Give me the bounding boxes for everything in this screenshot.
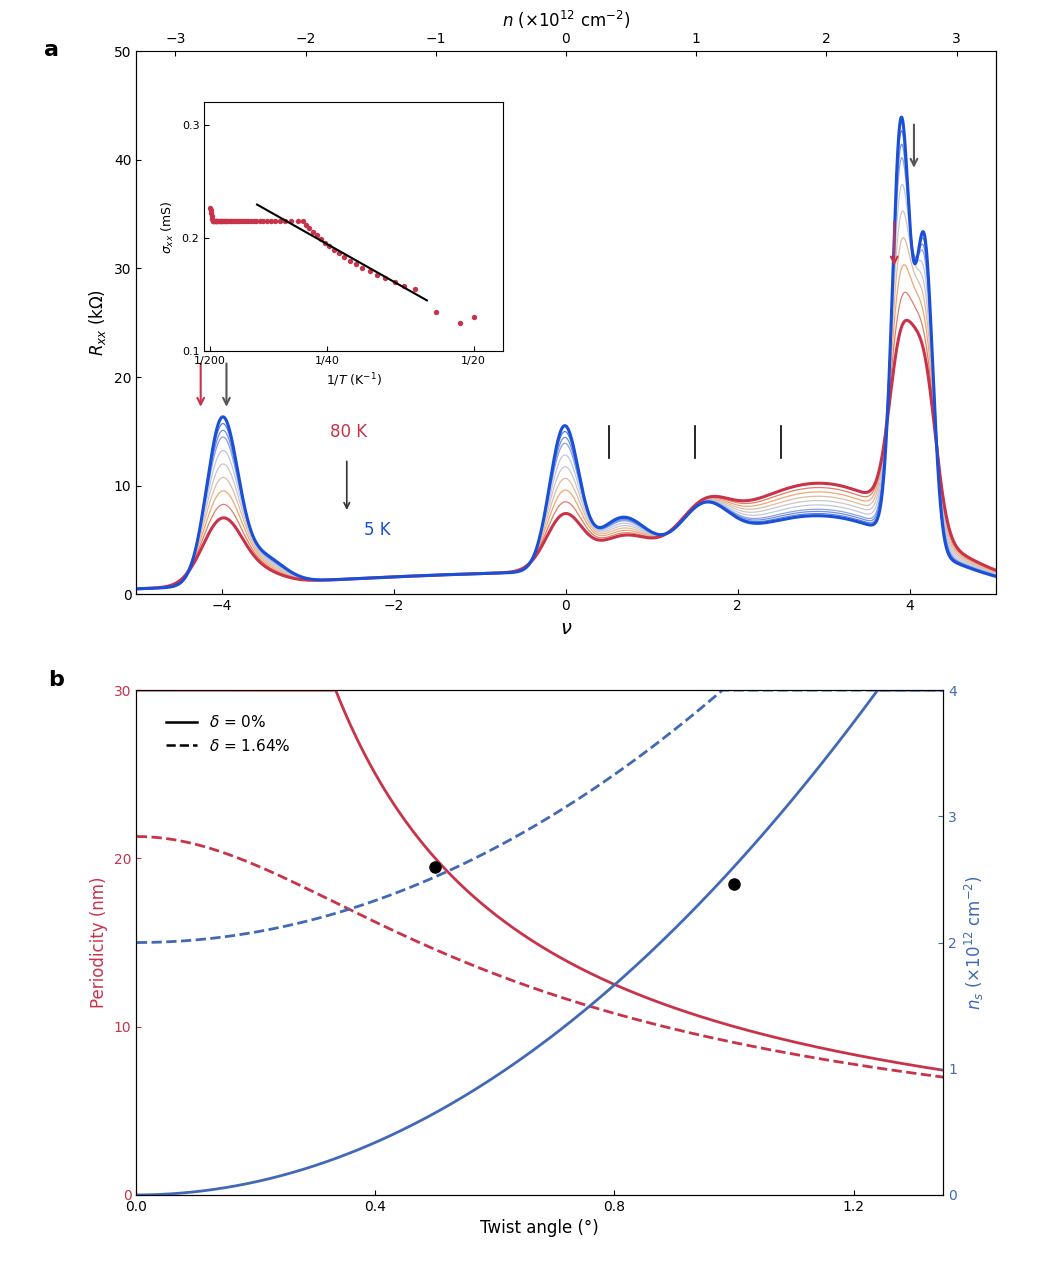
- Point: [240, 211, 257, 231]
- Point: [312, 229, 329, 249]
- Point: [210, 211, 226, 231]
- Point: [298, 215, 314, 235]
- Point: [252, 211, 268, 231]
- Point: [283, 211, 300, 231]
- Point: [330, 243, 347, 263]
- Point: [248, 211, 265, 231]
- Point: [289, 211, 306, 231]
- Point: [236, 211, 253, 231]
- Point: [225, 211, 242, 231]
- Point: [294, 211, 311, 231]
- Point: [202, 197, 219, 217]
- Point: [277, 211, 293, 231]
- Point: [271, 211, 288, 231]
- Point: [266, 211, 283, 231]
- Text: 80 K: 80 K: [329, 423, 367, 441]
- Point: [262, 211, 279, 231]
- Point: [342, 250, 358, 271]
- Legend: $\delta$ = 0%, $\delta$ = 1.64%: $\delta$ = 0%, $\delta$ = 1.64%: [160, 708, 297, 759]
- Point: [222, 211, 239, 231]
- Point: [305, 221, 322, 242]
- Point: [386, 272, 402, 293]
- Point: [255, 211, 271, 231]
- Point: [209, 211, 225, 231]
- Point: [396, 275, 413, 295]
- Point: [316, 233, 333, 253]
- Point: [428, 302, 444, 322]
- X-axis label: ν: ν: [561, 619, 571, 638]
- Point: [203, 208, 220, 229]
- Point: [301, 219, 318, 239]
- Point: [205, 211, 222, 231]
- X-axis label: Twist angle (°): Twist angle (°): [480, 1219, 599, 1237]
- Point: [203, 206, 220, 226]
- Point: [211, 211, 227, 231]
- Point: [206, 211, 223, 231]
- Point: [407, 279, 423, 299]
- Point: [220, 211, 237, 231]
- Point: [226, 211, 243, 231]
- Point: [218, 211, 235, 231]
- Point: [216, 211, 233, 231]
- Y-axis label: $\sigma_{xx}$ (mS): $\sigma_{xx}$ (mS): [160, 201, 176, 253]
- Point: [335, 247, 352, 267]
- Point: [208, 211, 224, 231]
- Point: [204, 211, 221, 231]
- Point: [362, 261, 378, 281]
- Point: [224, 211, 241, 231]
- Point: [465, 307, 482, 327]
- Point: [242, 211, 259, 231]
- Point: [205, 211, 222, 231]
- Point: [348, 254, 365, 275]
- Text: 5 K: 5 K: [364, 520, 391, 538]
- Point: [219, 211, 236, 231]
- Point: [204, 211, 221, 231]
- Point: [213, 211, 230, 231]
- Point: [238, 211, 255, 231]
- Point: [452, 313, 468, 334]
- Point: [208, 211, 224, 231]
- Point: [321, 236, 337, 257]
- Point: [377, 268, 394, 289]
- Point: [221, 211, 238, 231]
- Point: [210, 211, 226, 231]
- Point: [308, 225, 325, 245]
- Point: [258, 211, 275, 231]
- Text: b: b: [48, 670, 64, 690]
- Y-axis label: $n_s$ (×10$^{12}$ cm$^{-2}$): $n_s$ (×10$^{12}$ cm$^{-2}$): [962, 875, 985, 1010]
- X-axis label: 1/$T$ (K$^{-1}$): 1/$T$ (K$^{-1}$): [326, 372, 381, 390]
- Point: [232, 211, 248, 231]
- Point: [245, 211, 262, 231]
- Point: [228, 211, 245, 231]
- Point: [217, 211, 234, 231]
- Y-axis label: Periodicity (nm): Periodicity (nm): [90, 877, 108, 1008]
- Point: [234, 211, 250, 231]
- Point: [212, 211, 228, 231]
- Point: [354, 257, 371, 277]
- Point: [202, 201, 219, 221]
- Point: [230, 211, 246, 231]
- Point: [202, 203, 219, 224]
- Point: [215, 211, 232, 231]
- Y-axis label: $R_{xx}$ (kΩ): $R_{xx}$ (kΩ): [87, 289, 108, 357]
- Point: [212, 211, 228, 231]
- Point: [369, 265, 386, 285]
- Point: [325, 239, 342, 259]
- Text: a: a: [44, 40, 59, 60]
- X-axis label: $n$ ($\times$10$^{12}$ cm$^{-2}$): $n$ ($\times$10$^{12}$ cm$^{-2}$): [502, 9, 630, 31]
- Point: [214, 211, 231, 231]
